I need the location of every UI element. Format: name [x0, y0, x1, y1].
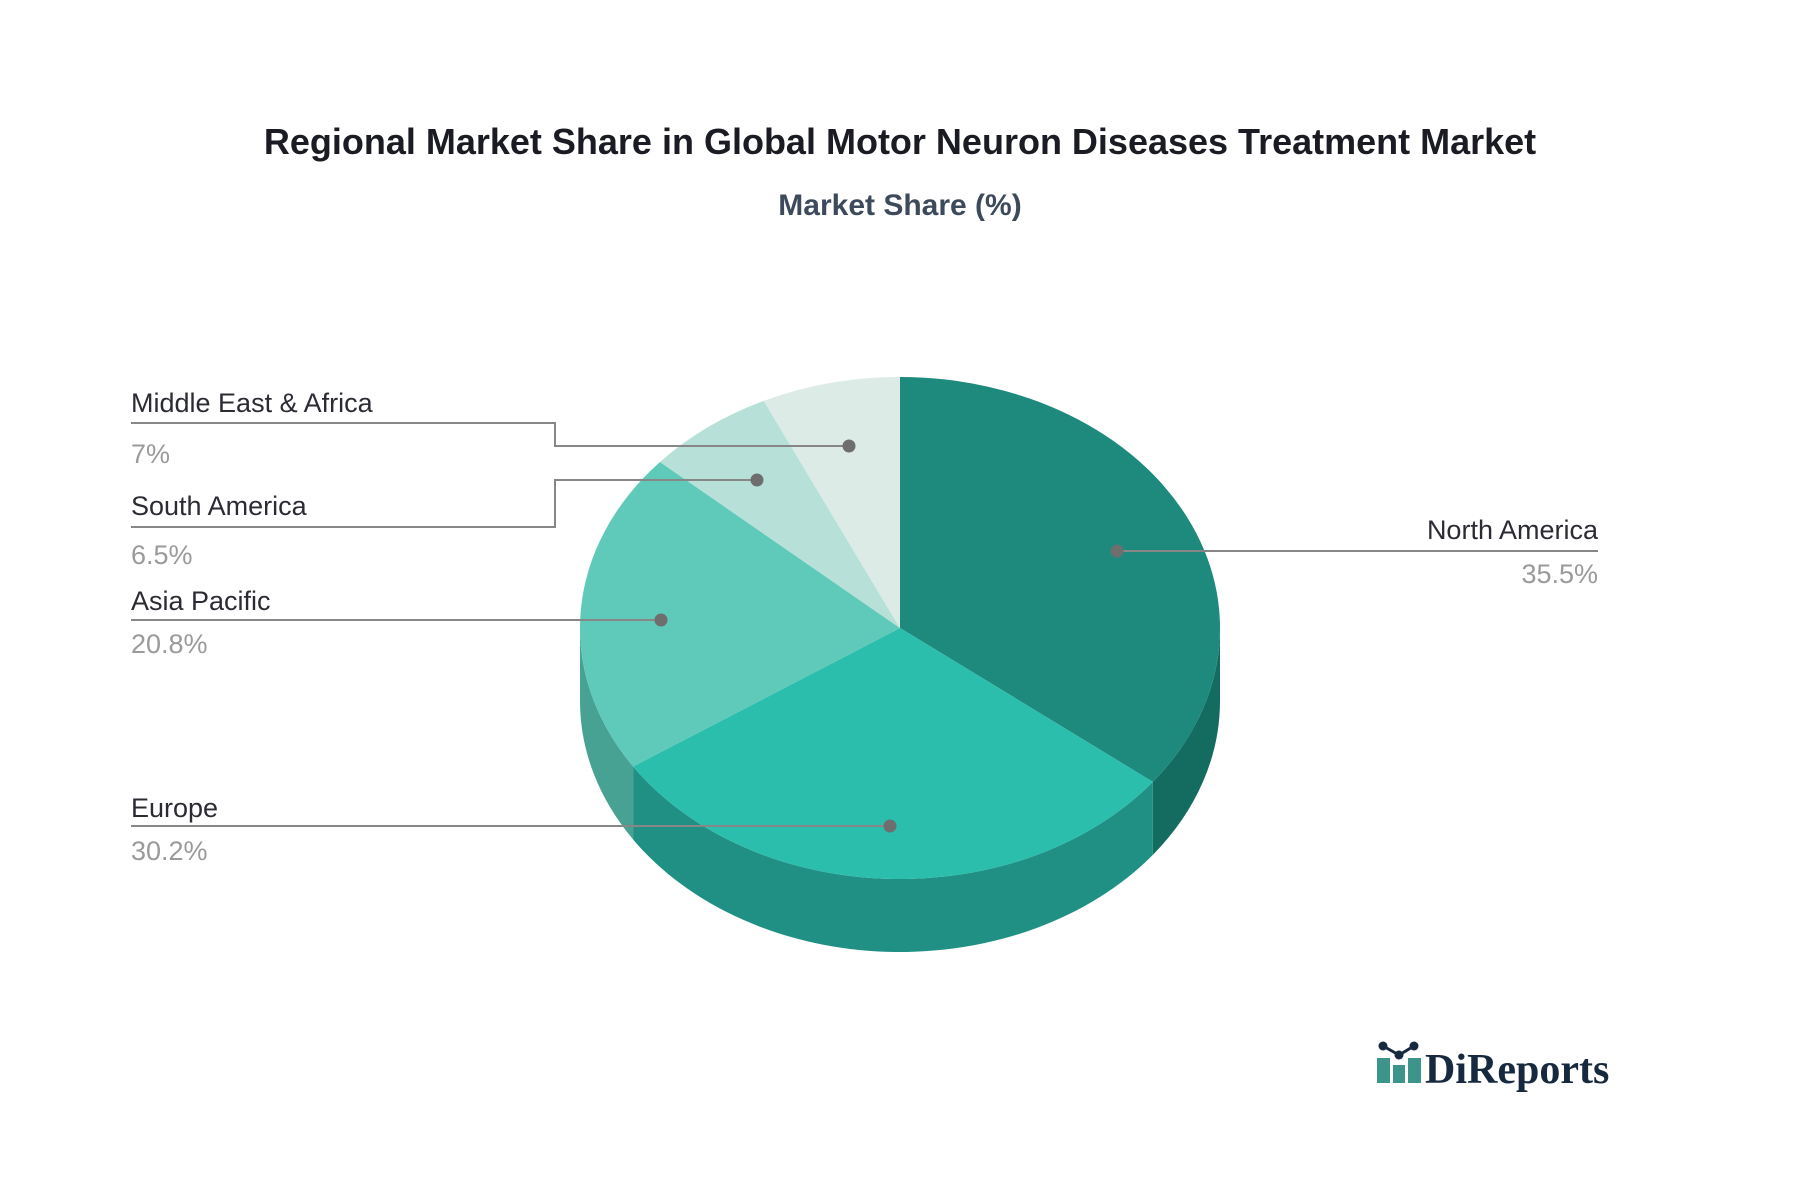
value-asia-pacific: 20.8% — [131, 629, 208, 659]
label-europe: Europe — [131, 793, 219, 823]
pie-slice-europe[interactable] — [633, 628, 1153, 880]
pie-slice-side — [633, 766, 1153, 953]
callout-dot — [1110, 544, 1124, 558]
value-north-america: 35.5% — [1521, 559, 1598, 589]
label-middle-east-africa: Middle East & Africa — [131, 388, 373, 418]
pie-slice-asia-pacific[interactable] — [579, 462, 900, 767]
chart-subtitle: Market Share (%) — [778, 189, 1022, 222]
label-north-america: North America — [1426, 515, 1598, 545]
callout-dot — [750, 473, 764, 487]
logo-text: DiReports — [1425, 1047, 1609, 1093]
callout-dot — [842, 439, 856, 453]
value-europe: 30.2% — [131, 836, 208, 866]
pie-slice-side — [580, 628, 634, 840]
label-south-america: South America — [131, 491, 307, 521]
label-asia-pacific: Asia Pacific — [131, 586, 271, 616]
callout-line — [131, 422, 849, 447]
pie-slice-middle-east-africa[interactable] — [763, 377, 900, 628]
callout-line — [131, 479, 757, 528]
value-south-america: 6.5% — [131, 540, 193, 570]
callout-dot — [883, 819, 897, 833]
callout-dot — [654, 613, 668, 627]
pie-slice-south-america[interactable] — [659, 400, 900, 628]
pie-slice-north-america[interactable] — [900, 377, 1221, 782]
pie-slice-side — [1152, 628, 1220, 855]
direports-logo: DiReports — [1377, 1041, 1609, 1093]
logo-bars-icon — [1377, 1041, 1421, 1083]
value-middle-east-africa: 7% — [131, 439, 171, 469]
chart-title: Regional Market Share in Global Motor Ne… — [263, 121, 1537, 162]
